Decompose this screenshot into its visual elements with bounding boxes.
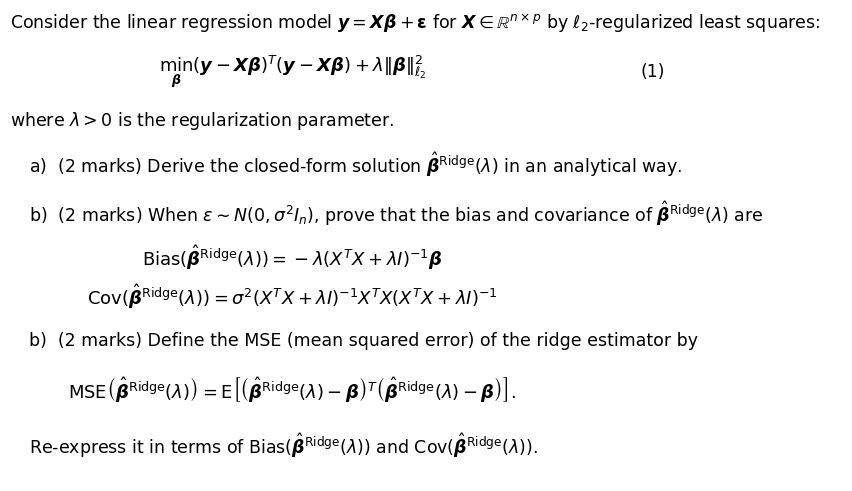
Text: Consider the linear regression model $\boldsymbol{y} = \boldsymbol{X}\boldsymbol: Consider the linear regression model $\b… [10,12,820,35]
Text: where $\lambda > 0$ is the regularization parameter.: where $\lambda > 0$ is the regularizatio… [10,110,394,132]
Text: $\mathrm{MSE}\left(\hat{\boldsymbol{\beta}}^{\mathrm{Ridge}}(\lambda)\right) = \: $\mathrm{MSE}\left(\hat{\boldsymbol{\bet… [68,375,515,404]
Text: $\mathrm{Cov}(\hat{\boldsymbol{\beta}}^{\mathrm{Ridge}}(\lambda)) = \sigma^2(X^T: $\mathrm{Cov}(\hat{\boldsymbol{\beta}}^{… [87,282,497,311]
Text: Re-express it in terms of $\mathrm{Bias}(\hat{\boldsymbol{\beta}}^{\mathrm{Ridge: Re-express it in terms of $\mathrm{Bias}… [29,431,538,460]
Text: b)  (2 marks) When $\varepsilon \sim N(0, \sigma^2 I_n)$, prove that the bias an: b) (2 marks) When $\varepsilon \sim N(0,… [29,199,763,228]
Text: a)  (2 marks) Derive the closed-form solution $\hat{\boldsymbol{\beta}}^{\mathrm: a) (2 marks) Derive the closed-form solu… [29,151,682,179]
Text: b)  (2 marks) Define the MSE (mean squared error) of the ridge estimator by: b) (2 marks) Define the MSE (mean square… [29,332,697,350]
Text: $\underset{\boldsymbol{\beta}}{\min}(\boldsymbol{y} - \boldsymbol{X}\boldsymbol{: $\underset{\boldsymbol{\beta}}{\min}(\bo… [158,54,425,90]
Text: (1): (1) [639,63,664,81]
Text: $\mathrm{Bias}(\hat{\boldsymbol{\beta}}^{\mathrm{Ridge}}(\lambda)) = -\lambda(X^: $\mathrm{Bias}(\hat{\boldsymbol{\beta}}^… [142,244,442,272]
